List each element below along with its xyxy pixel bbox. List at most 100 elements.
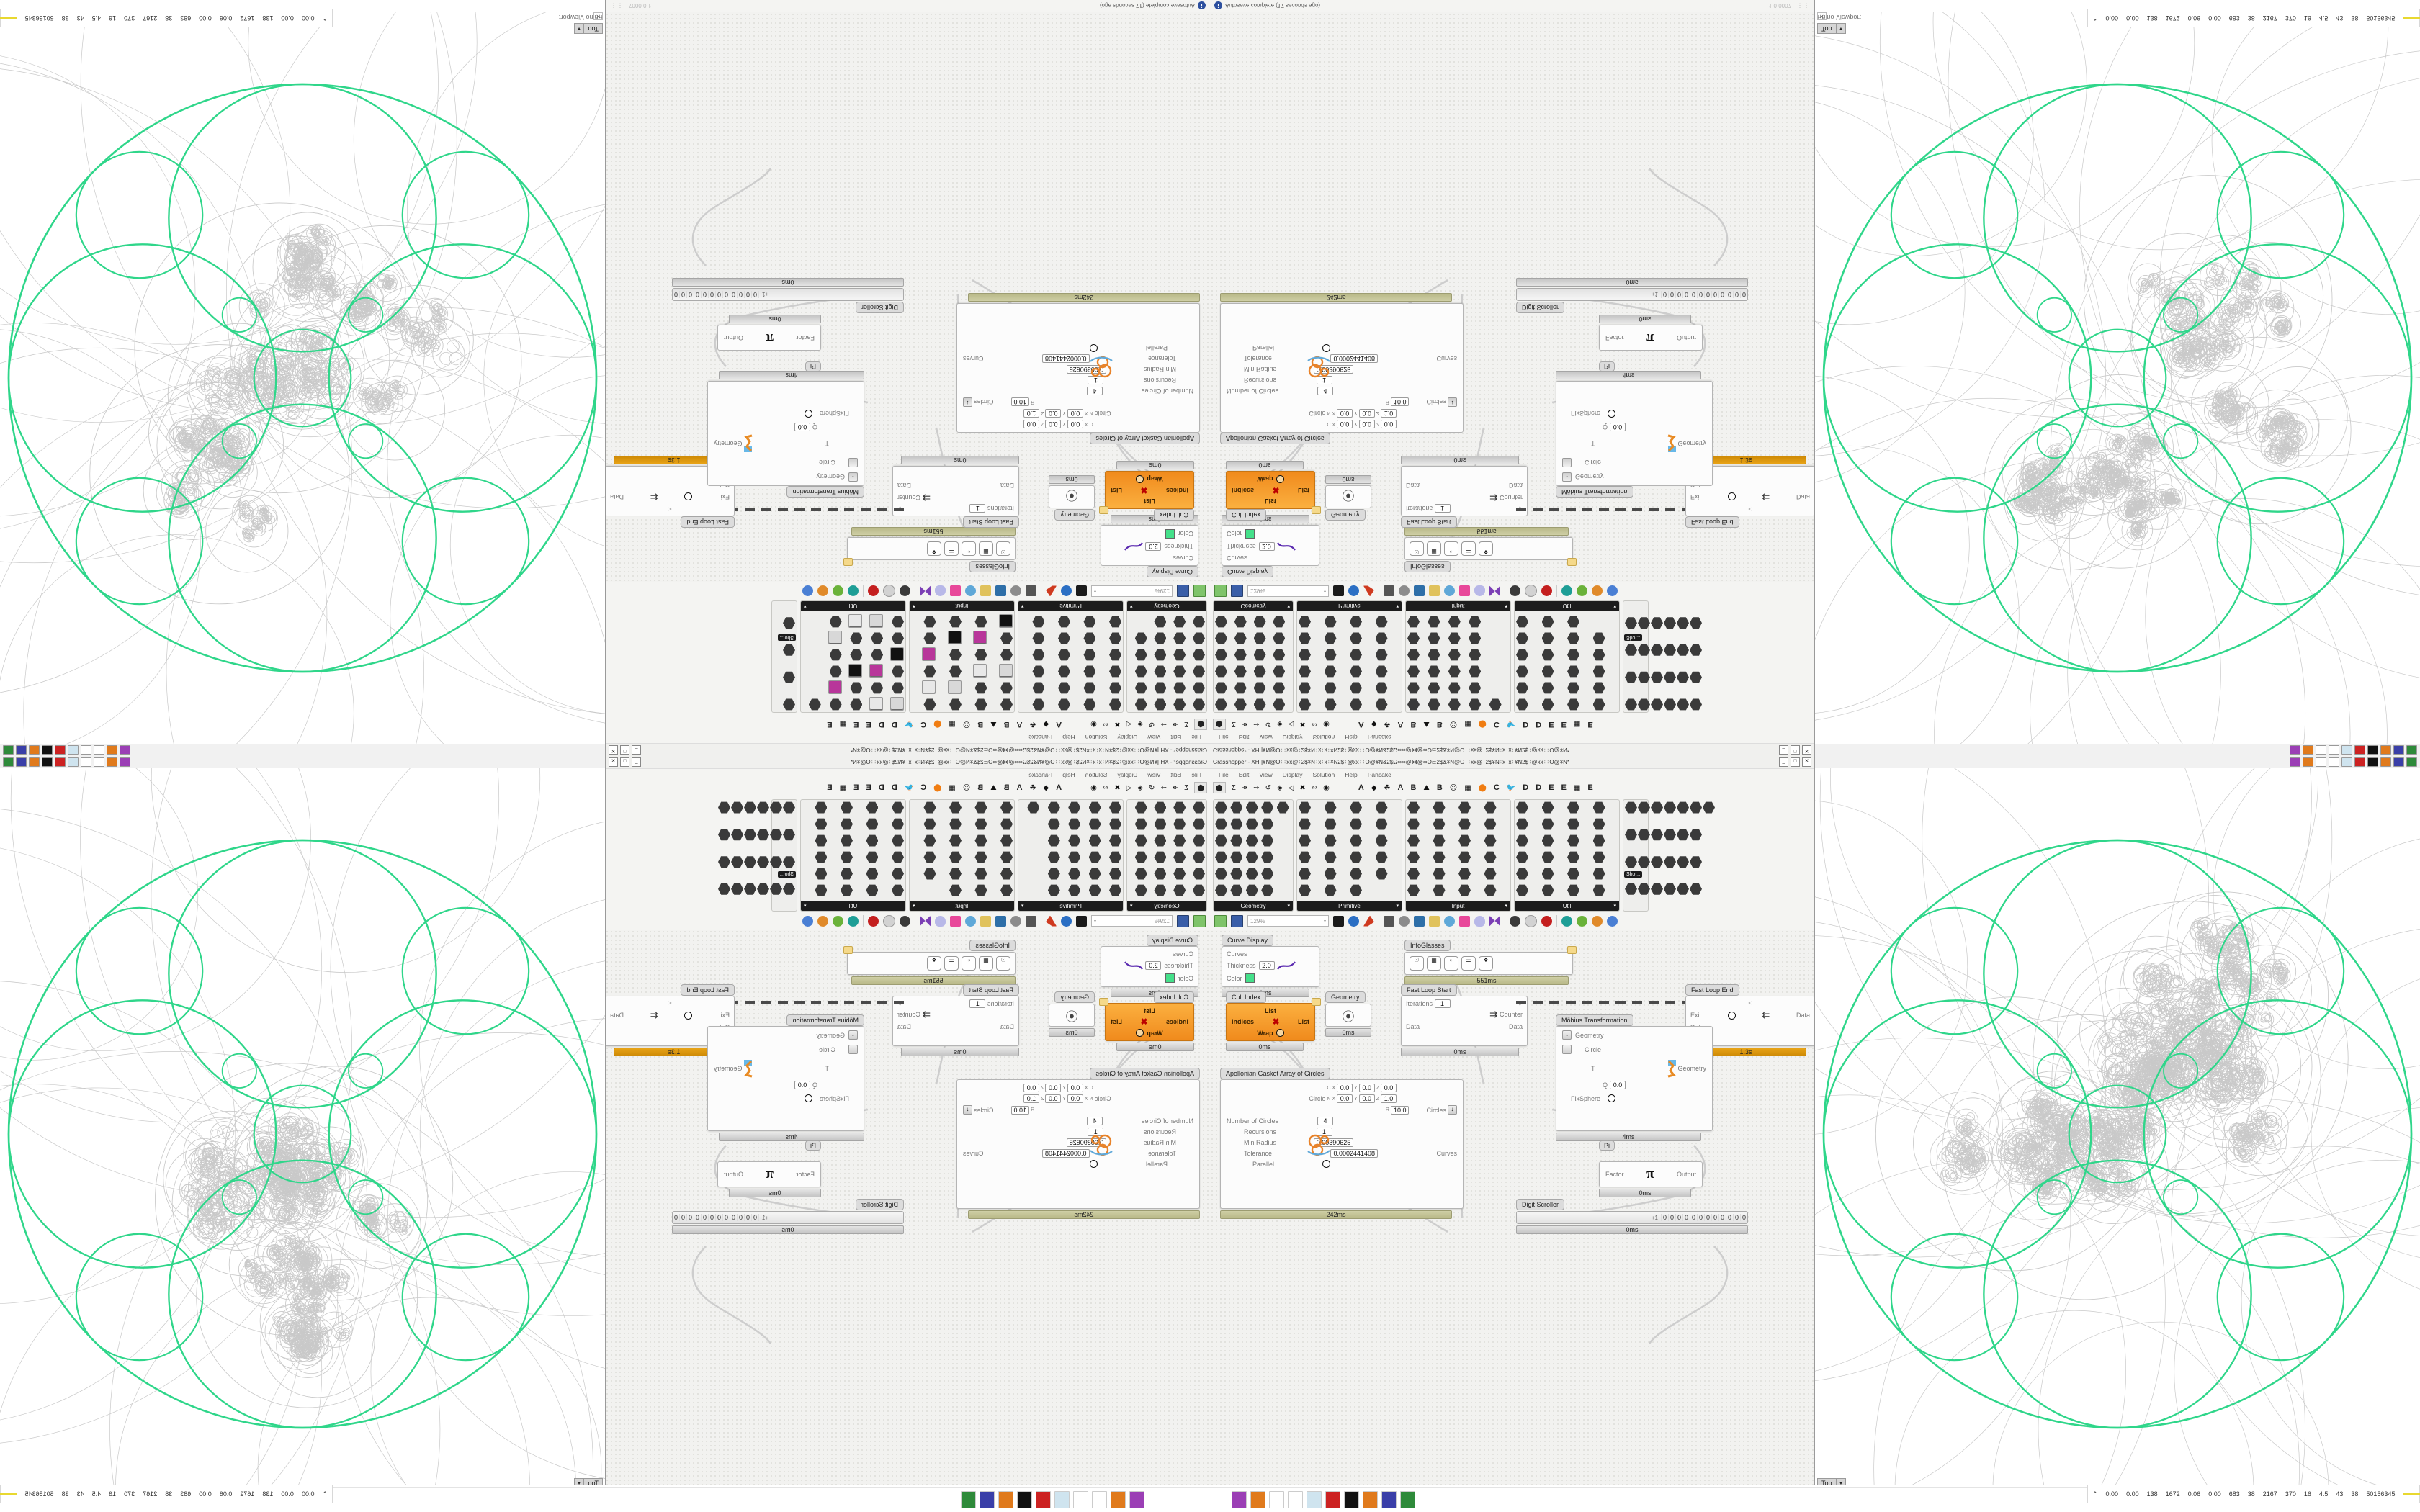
palette-component-icon[interactable]	[871, 632, 883, 644]
palette-component-icon[interactable]	[1058, 649, 1070, 661]
menu-bar[interactable]: File Edit View Display Solution Help Pan…	[1210, 769, 1814, 780]
palette-component-icon[interactable]	[924, 818, 936, 830]
chevron-down-icon[interactable]: ▾	[913, 603, 915, 608]
palette-component-icon[interactable]	[1135, 682, 1147, 694]
bulb-indicator-icon[interactable]	[843, 946, 853, 954]
palette-component-icon[interactable]	[1376, 649, 1388, 661]
taskbar-icon-group-left[interactable]	[961, 1491, 1144, 1508]
menu-item-help[interactable]: Help	[1345, 770, 1358, 778]
menu-bar[interactable]: File Edit View Display Solution Help Pan…	[1210, 732, 1814, 743]
palette-component-icon[interactable]	[1215, 682, 1227, 694]
chevron-down-icon[interactable]: ▾	[1396, 603, 1399, 608]
palette-component-icon[interactable]	[1664, 617, 1676, 629]
node-caption[interactable]: Möbius Transformation	[1556, 486, 1634, 498]
view-name-button[interactable]: Top	[583, 23, 603, 34]
palette-component-icon[interactable]	[1215, 834, 1227, 847]
tolerance-input[interactable]: 0.0002441408	[1041, 354, 1090, 363]
node-mobius-transformation[interactable]: Möbius Transformation ↓ Geometry ↑ Circl…	[1556, 1013, 1713, 1141]
node-pi[interactable]: Pi Factor π Output 0ms	[717, 1138, 821, 1197]
palette-icons[interactable]	[1127, 800, 1206, 901]
exit-toggle[interactable]	[684, 492, 693, 501]
palette-component-icon[interactable]	[1058, 632, 1070, 644]
palette-component-icon[interactable]	[1350, 649, 1362, 661]
node-infoglasses[interactable]: InfoGlasses ☉ ▦ ◐ ☰ ❖ 551ms	[1404, 527, 1577, 574]
palette-label-geometry[interactable]: Geometry ▾	[1214, 601, 1293, 611]
chevron-down-icon[interactable]: ▾	[804, 904, 807, 909]
normal-x-input[interactable]: 0.0	[1337, 409, 1353, 418]
radius-input[interactable]: 10.0	[1390, 397, 1410, 407]
palette-component-icon[interactable]	[1677, 801, 1689, 814]
center-z-input[interactable]: 0.0	[1381, 420, 1397, 428]
palette-component-icon[interactable]	[1215, 868, 1227, 880]
palette-component-icon[interactable]	[1375, 801, 1388, 814]
orange-blob-icon[interactable]	[817, 915, 828, 927]
palette-component-icon[interactable]	[828, 631, 842, 644]
tab-addon-b2[interactable]: B	[977, 720, 984, 729]
palette-component-icon[interactable]	[1651, 644, 1663, 657]
tab-surface-icon[interactable]: ◈	[1137, 783, 1144, 792]
palette-component-icon[interactable]	[1458, 851, 1471, 863]
down-arrow-icon[interactable]: ↓	[1562, 472, 1572, 482]
palette-component-icon[interactable]	[1516, 884, 1528, 896]
palette-label-primitive[interactable]: Primitive ▾	[1018, 901, 1123, 911]
palette-component-icon[interactable]	[975, 616, 987, 628]
palette-component-icon[interactable]	[1324, 801, 1337, 814]
cluster-icon[interactable]	[1026, 585, 1036, 597]
blue-blob-icon[interactable]	[1607, 915, 1618, 927]
palette-component-icon[interactable]	[1135, 632, 1147, 644]
green-blob-icon[interactable]	[1577, 585, 1587, 597]
taskbar-app-icon[interactable]	[1250, 1491, 1265, 1508]
menu-item-help[interactable]: Help	[1345, 734, 1358, 742]
bake-flame-icon[interactable]	[1363, 586, 1374, 597]
tab-maths-sigma-icon[interactable]: Σ	[1184, 720, 1189, 729]
palette-component-icon[interactable]	[1325, 665, 1337, 678]
menu-item-pancake[interactable]: Pancake	[1367, 734, 1392, 742]
palette-component-icon[interactable]	[869, 614, 884, 628]
scroller-digit[interactable]: 0	[694, 1214, 702, 1221]
tab-maths-sigma-icon[interactable]: Σ	[1231, 720, 1236, 729]
number-of-circles-input[interactable]: 4	[1317, 387, 1334, 395]
tab-addon-a2[interactable]: A	[1397, 720, 1404, 729]
palette-component-icon[interactable]	[1567, 665, 1579, 678]
circles-down-arrow-icon[interactable]: ↓	[1448, 1105, 1457, 1115]
taskbar-app-icon[interactable]	[1232, 1491, 1247, 1508]
tab-display-eye-icon[interactable]: ◉	[1090, 783, 1097, 792]
node-fast-loop-start[interactable]: Fast Loop Start Iterations 1 > ⇉ Counter…	[892, 456, 1019, 529]
tab-addon-e1[interactable]: E	[1549, 720, 1554, 729]
palette-component-icon[interactable]	[1173, 698, 1186, 711]
node-caption[interactable]: Geometry	[1054, 509, 1095, 521]
grid-icon[interactable]	[94, 757, 104, 767]
palette-component-icon[interactable]	[1048, 801, 1060, 814]
palette-component-icon[interactable]	[783, 671, 795, 683]
taskbar-app-icon[interactable]	[1400, 1491, 1415, 1508]
palette-component-icon[interactable]	[1193, 698, 1205, 711]
palette-component-icon[interactable]	[1592, 834, 1605, 847]
node-body[interactable]: List Indices ✖ List Wrap	[1226, 471, 1321, 514]
palette-component-icon[interactable]	[866, 818, 879, 830]
tab-addon-e1[interactable]: E	[1549, 783, 1554, 792]
open-folder-icon[interactable]	[1193, 914, 1206, 927]
palette-component-icon[interactable]	[1068, 851, 1080, 863]
palette-component-icon[interactable]	[1048, 834, 1060, 847]
palette-component-icon[interactable]	[949, 851, 962, 863]
ribbon-tabs-right[interactable]: A ◆ ☘ A B ⛰ B ☹ ▦ ⬤ C 🐦 D D E E ▦ E	[827, 783, 1062, 792]
stack-toggle-icon[interactable]: ☰	[1461, 956, 1476, 971]
palette-icons-overflow[interactable]	[772, 800, 797, 911]
number-of-circles-input[interactable]: 4	[1317, 1117, 1334, 1125]
palette-component-icon[interactable]	[1261, 834, 1274, 847]
tab-addon-cloud-icon[interactable]: ☘	[1029, 720, 1036, 729]
palette-component-icon[interactable]	[1273, 616, 1285, 628]
palette-component-icon[interactable]	[757, 856, 769, 868]
tab-addon-c[interactable]: C	[920, 783, 927, 792]
palette-component-icon[interactable]	[1193, 884, 1205, 896]
palette-component-icon[interactable]	[1048, 818, 1060, 830]
palette-component-icon[interactable]	[1677, 856, 1689, 868]
scroller-digit[interactable]: 0	[680, 1214, 687, 1221]
palette-component-icon[interactable]	[1299, 616, 1311, 628]
palette-component-icon[interactable]	[1273, 698, 1285, 711]
palette-component-icon[interactable]	[1638, 883, 1650, 895]
fit-view-icon[interactable]	[1333, 915, 1344, 927]
palette-component-icon[interactable]	[1433, 818, 1446, 830]
